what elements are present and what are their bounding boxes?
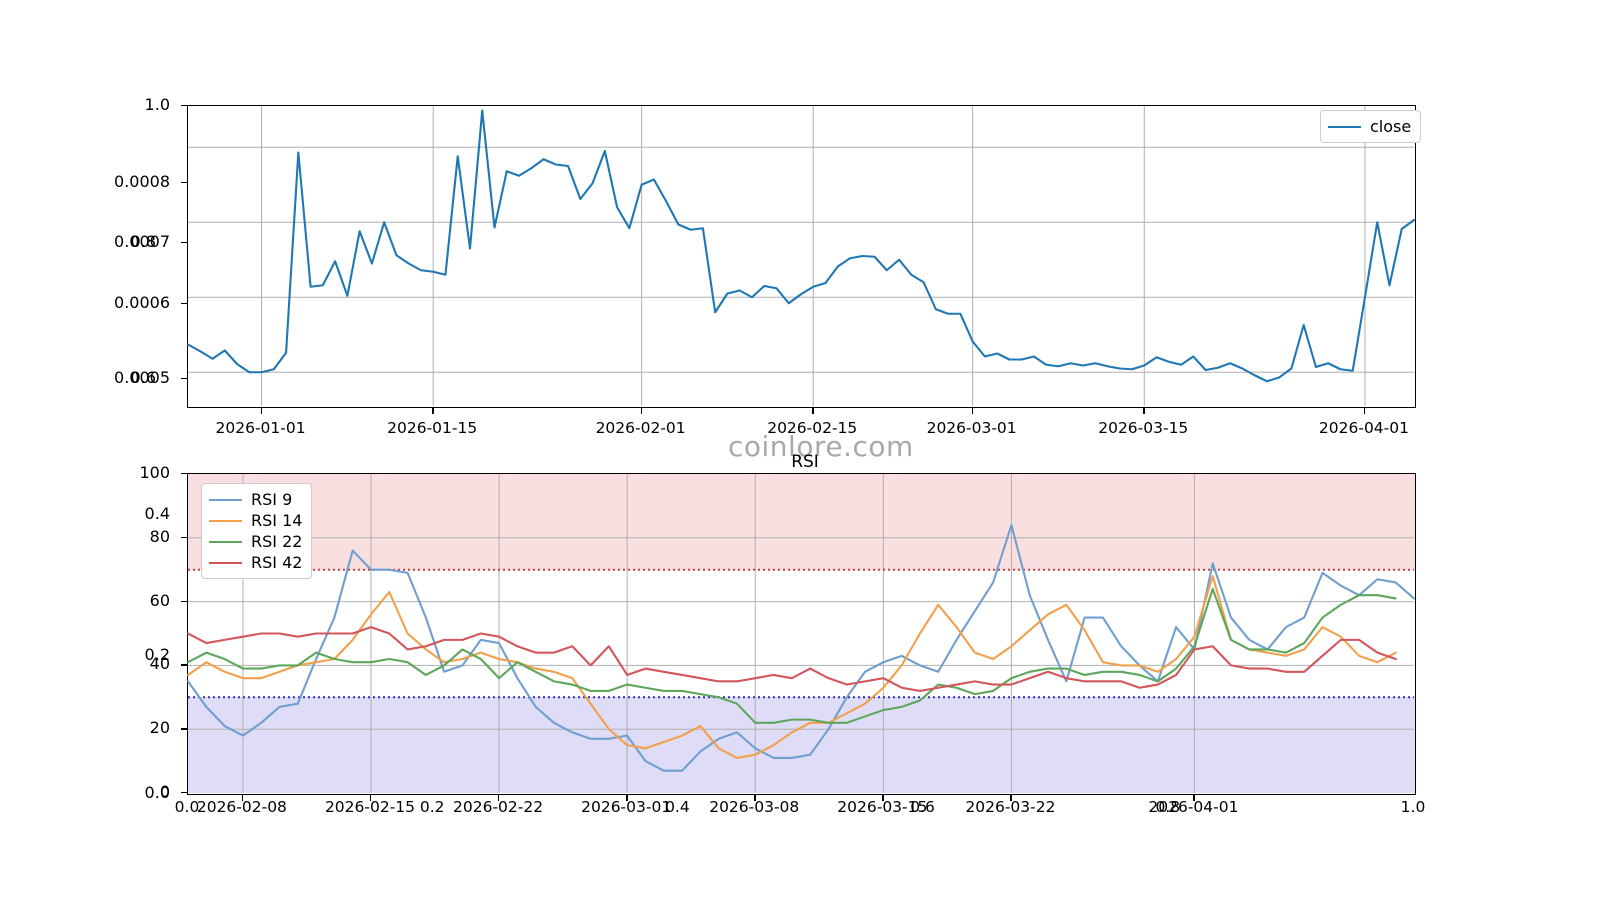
rsi-y-tick-label: 100 bbox=[139, 463, 170, 482]
price-secondary-y-tick-label: 0.6 bbox=[130, 368, 156, 387]
rsi-secondary-y-tick-label: 0.2 bbox=[144, 645, 170, 664]
price-x-tick bbox=[260, 408, 262, 414]
rsi-y-tick-label: 0 bbox=[159, 782, 170, 801]
rsi-y-tick-label: 20 bbox=[149, 718, 170, 738]
price-chart-legend[interactable]: close bbox=[1320, 110, 1422, 143]
rsi-y-tick bbox=[181, 473, 187, 475]
price-x-tick-label: 2026-03-01 bbox=[926, 419, 1017, 437]
rsi-y-tick bbox=[181, 536, 187, 539]
rsi-x-tick bbox=[498, 795, 500, 801]
price-x-tick-label: 2026-03-15 bbox=[1098, 419, 1189, 437]
price-x-tick bbox=[971, 408, 974, 414]
price-x-tick-label: 2026-04-01 bbox=[1318, 419, 1409, 437]
rsi-secondary-x-tick-label: 0.8 bbox=[1155, 798, 1181, 816]
price-y-tick bbox=[181, 378, 187, 380]
price-y-tick bbox=[181, 105, 187, 107]
rsi-secondary-x-tick-label: 0.0 bbox=[174, 798, 200, 816]
legend-swatch bbox=[209, 540, 242, 543]
rsi-secondary-y-tick-label: 0.4 bbox=[144, 504, 170, 523]
watermark: coinlore.com bbox=[728, 430, 914, 463]
price-x-tick bbox=[1363, 408, 1366, 414]
rsi-x-tick-label: 2026-02-22 bbox=[453, 798, 544, 816]
price-y-tick-label: 1.0 bbox=[144, 95, 170, 114]
oversold-band bbox=[188, 697, 1415, 793]
rsi-x-tick-label: 2026-03-08 bbox=[709, 798, 800, 816]
rsi-x-tick bbox=[1193, 795, 1195, 801]
rsi-x-tick-label: 2026-03-01 bbox=[581, 798, 672, 816]
rsi-series-line bbox=[186, 626, 1397, 692]
rsi-y-tick-label: 80 bbox=[149, 526, 170, 546]
rsi-y-tick bbox=[181, 600, 187, 602]
rsi-x-tick bbox=[754, 795, 756, 801]
price-x-tick bbox=[812, 408, 814, 414]
legend-swatch bbox=[209, 519, 242, 522]
legend-item[interactable]: RSI 14 bbox=[209, 510, 302, 531]
price-x-tick bbox=[1143, 408, 1145, 414]
price-chart-panel bbox=[186, 105, 1416, 408]
legend-item[interactable]: RSI 9 bbox=[209, 489, 302, 510]
legend-swatch bbox=[209, 498, 242, 501]
price-x-tick bbox=[640, 408, 642, 414]
price-x-tick-label: 2026-02-15 bbox=[767, 419, 858, 437]
price-y-tick-label: 0.0007 bbox=[114, 232, 170, 251]
rsi-chart-legend[interactable]: RSI 9 RSI 14 RSI 22 RSI 42 bbox=[201, 483, 313, 579]
overbought-band bbox=[188, 474, 1415, 570]
rsi-y-tick bbox=[181, 792, 187, 794]
rsi-series-line bbox=[186, 587, 1397, 724]
rsi-secondary-y-tick-label: 0.0 bbox=[144, 783, 170, 802]
legend-item[interactable]: close bbox=[1328, 116, 1411, 137]
price-x-tick-label: 2026-01-15 bbox=[387, 419, 478, 437]
legend-label: RSI 42 bbox=[251, 552, 303, 572]
legend-label: RSI 14 bbox=[251, 510, 303, 530]
rsi-secondary-x-tick-label: 1.0 bbox=[1400, 798, 1426, 816]
price-secondary-y-tick-label: 0.8 bbox=[130, 232, 156, 251]
rsi-x-tick bbox=[369, 795, 372, 801]
price-x-tick-label: 2026-01-01 bbox=[215, 419, 306, 437]
price-y-tick-label: 0.0008 bbox=[114, 172, 170, 191]
rsi-x-tick-label: 2026-03-15 bbox=[837, 798, 928, 816]
price-y-tick bbox=[181, 303, 187, 305]
legend-label: RSI 9 bbox=[251, 489, 293, 509]
rsi-x-tick-label: 2026-02-08 bbox=[196, 798, 287, 816]
rsi-y-tick-label: 60 bbox=[149, 590, 170, 610]
rsi-chart-title: RSI bbox=[791, 452, 819, 472]
rsi-x-tick bbox=[1010, 795, 1012, 801]
legend-swatch bbox=[1328, 125, 1361, 128]
price-y-tick-label: 0.0005 bbox=[114, 368, 170, 387]
rsi-secondary-x-tick-label: 0.2 bbox=[419, 798, 445, 816]
rsi-x-tick bbox=[882, 795, 884, 801]
rsi-series-line bbox=[186, 523, 1416, 772]
legend-label: close bbox=[1370, 116, 1412, 136]
price-x-tick-label: 2026-02-01 bbox=[595, 419, 686, 437]
rsi-x-tick-label: 2026-02-15 bbox=[324, 798, 416, 816]
legend-item[interactable]: RSI 42 bbox=[209, 552, 302, 573]
price-close-line bbox=[186, 109, 1416, 383]
price-y-tick bbox=[181, 182, 187, 184]
rsi-plot-area bbox=[186, 474, 1416, 793]
rsi-chart-panel bbox=[186, 473, 1416, 795]
rsi-secondary-x-tick-label: 0.4 bbox=[665, 798, 690, 816]
legend-label: RSI 22 bbox=[251, 531, 303, 551]
rsi-x-tick-label: 2026-03-22 bbox=[965, 798, 1056, 816]
price-plot-area bbox=[186, 106, 1416, 406]
rsi-x-tick bbox=[626, 795, 628, 801]
rsi-y-tick bbox=[181, 664, 187, 666]
legend-item[interactable]: RSI 22 bbox=[209, 531, 302, 552]
rsi-x-tick bbox=[241, 795, 244, 801]
legend-swatch bbox=[209, 561, 242, 564]
price-y-tick bbox=[181, 242, 187, 244]
price-y-tick-label: 0.0006 bbox=[114, 293, 170, 312]
rsi-series-line bbox=[186, 575, 1397, 759]
rsi-y-tick-label: 40 bbox=[149, 654, 170, 674]
rsi-secondary-x-tick-label: 0.6 bbox=[910, 798, 935, 816]
rsi-x-tick-label: 2026-04-01 bbox=[1148, 798, 1239, 816]
price-x-tick bbox=[432, 408, 434, 414]
rsi-y-tick bbox=[181, 728, 187, 730]
